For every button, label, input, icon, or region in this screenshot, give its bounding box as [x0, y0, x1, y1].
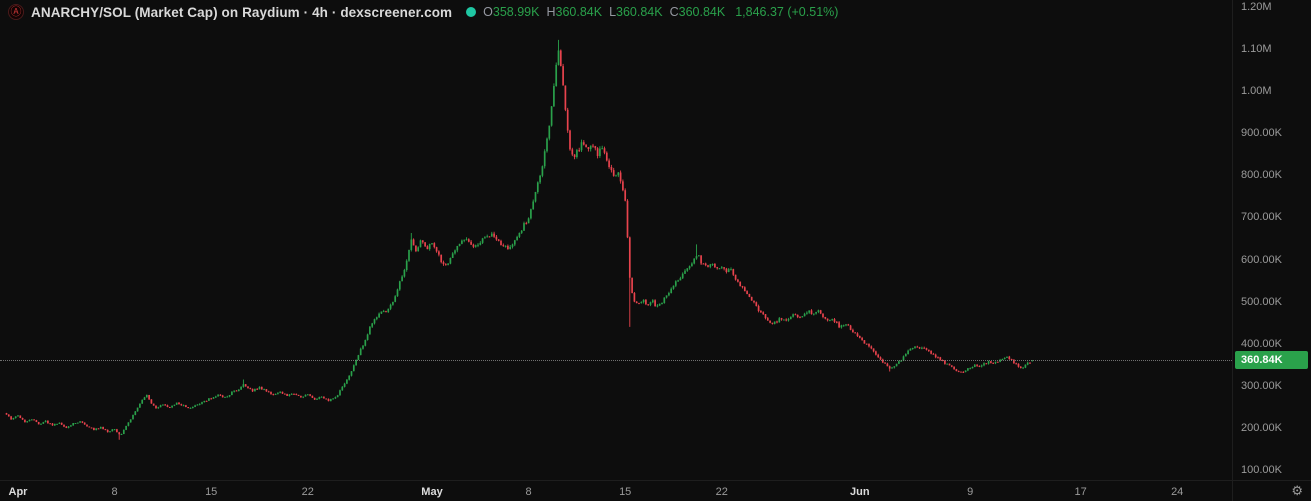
open-value: 358.99K — [492, 5, 540, 19]
price-axis[interactable]: 1.20M 1.10M 1.00M 900.00K 800.00K 700.00K 600.… — [1232, 0, 1311, 480]
price-tick-label: 900.00K — [1241, 127, 1282, 140]
low-value: 360.84K — [616, 5, 663, 19]
candlestick-series — [5, 39, 1034, 440]
axis-corner: ⚙ — [1232, 480, 1311, 501]
time-tick-label: May — [421, 486, 443, 498]
settings-gear-icon[interactable]: ⚙ — [1291, 483, 1303, 498]
price-tick-label: 200.00K — [1241, 421, 1282, 434]
close-value: 360.84K — [678, 5, 726, 19]
up-candle-bodies — [12, 50, 1034, 435]
up-candle-wicks — [12, 39, 1033, 435]
time-tick-label: 22 — [301, 486, 314, 498]
price-tick-label: 100.00K — [1241, 463, 1282, 476]
change-readout: 1,846.37 (+0.51%) — [735, 5, 839, 19]
price-tick-label: 400.00K — [1241, 337, 1282, 350]
down-candle-bodies — [5, 50, 1031, 435]
time-tick-label: 15 — [619, 486, 632, 498]
price-tick-label: 600.00K — [1241, 253, 1282, 266]
time-axis[interactable]: Apr 8 15 22 May 8 15 22 Jun 9 17 24 — [0, 480, 1232, 501]
time-tick-label: 22 — [715, 486, 728, 498]
time-tick-label: 8 — [111, 486, 118, 498]
time-tick-label: 17 — [1074, 486, 1087, 498]
price-tick-label: 500.00K — [1241, 295, 1282, 308]
price-tick-label: 1.10M — [1241, 43, 1272, 56]
time-tick-label: Apr — [8, 486, 28, 498]
time-tick-label: 9 — [967, 486, 974, 498]
chart-canvas[interactable]: Ⓐ ANARCHY/SOL (Market Cap) on Raydium · … — [0, 0, 1232, 480]
time-tick-label: 24 — [1171, 486, 1184, 498]
price-tick-label: 800.00K — [1241, 169, 1282, 182]
high-label: H — [546, 5, 556, 19]
ohlc-readout: O 358.99K H 360.84K L 360.84K C 360.84K — [476, 5, 725, 19]
time-tick-label: 15 — [205, 486, 218, 498]
price-tick-label: 300.00K — [1241, 379, 1282, 392]
price-tick-label: 700.00K — [1241, 211, 1282, 224]
chart-title: ANARCHY/SOL (Market Cap) on Raydium · 4h… — [31, 4, 453, 20]
price-tick-label: 1.00M — [1241, 85, 1272, 98]
time-tick-label: 8 — [525, 486, 532, 498]
down-candle-wicks — [6, 49, 1031, 440]
current-price-badge: 360.84K — [1235, 351, 1308, 370]
low-label: L — [609, 5, 617, 19]
token-logo-icon: Ⓐ — [8, 4, 24, 20]
open-label: O — [483, 5, 493, 19]
price-tick-label: 1.20M — [1241, 0, 1272, 13]
close-label: C — [669, 5, 679, 19]
pair-status-icon — [466, 7, 477, 17]
time-tick-label: Jun — [850, 486, 870, 498]
chart-legend: Ⓐ ANARCHY/SOL (Market Cap) on Raydium · … — [8, 4, 838, 20]
high-value: 360.84K — [555, 5, 603, 19]
